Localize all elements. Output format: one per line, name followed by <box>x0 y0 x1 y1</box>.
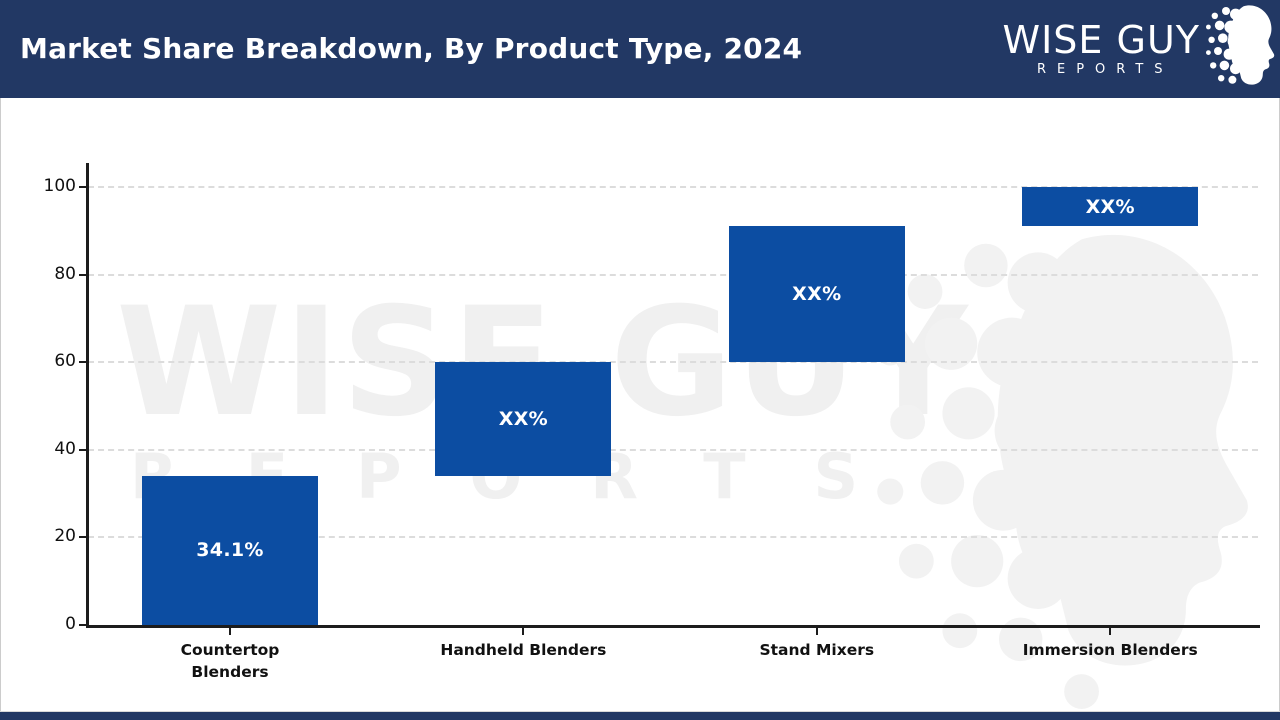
xtick-mark-3 <box>1109 627 1112 635</box>
gridline-40 <box>88 448 1258 451</box>
ytick-label-0: 0 <box>65 614 76 635</box>
bar-immersion-blenders: XX% <box>1022 187 1199 227</box>
footer-bar <box>0 712 1280 720</box>
ytick-mark-0 <box>79 624 88 626</box>
ytick-label-60: 60 <box>54 351 76 372</box>
ytick-mark-60 <box>79 361 88 364</box>
brand-name: WISE GUY <box>1002 18 1200 62</box>
category-label-2: Stand Mixers <box>759 641 875 659</box>
gridline-100 <box>88 186 1258 188</box>
bar-handheld-blenders: XX% <box>435 362 612 476</box>
xtick-mark-2 <box>815 627 818 635</box>
header-banner: Market Share Breakdown, By Product Type,… <box>0 0 1280 98</box>
x-axis-spine <box>86 625 1260 628</box>
ytick-mark-80 <box>79 273 88 276</box>
brand-subtitle: REPORTS <box>1036 62 1174 77</box>
ytick-mark-20 <box>79 536 88 539</box>
ytick-label-20: 20 <box>54 526 76 547</box>
y-axis-spine <box>86 163 89 627</box>
gridline-20 <box>88 536 1258 539</box>
gridline-60 <box>88 361 1258 364</box>
footer-divider <box>0 711 1280 712</box>
bar-value-label: XX% <box>792 283 842 306</box>
bar-stand-mixers: XX% <box>728 226 905 363</box>
ytick-label-100: 100 <box>43 176 76 197</box>
bar-value-label: XX% <box>498 407 549 430</box>
ytick-label-80: 80 <box>54 263 76 284</box>
xtick-mark-0 <box>229 627 231 635</box>
category-label-1: Handheld Blenders <box>440 641 607 659</box>
bar-countertop-blenders: 34.1% <box>142 475 318 625</box>
xtick-mark-1 <box>522 627 525 635</box>
bar-value-label: XX% <box>1085 195 1135 218</box>
category-label-3: Immersion Blenders <box>1022 641 1198 659</box>
ytick-label-40: 40 <box>54 438 76 459</box>
brand-logo-text: WISE GUY REPORTS <box>1003 21 1200 77</box>
bar-value-label: 34.1% <box>196 539 264 562</box>
ytick-mark-40 <box>79 448 88 451</box>
gridline-80 <box>88 273 1258 276</box>
ytick-mark-100 <box>79 186 88 188</box>
category-label-0: Countertop Blenders <box>180 641 280 681</box>
dotted-head-profile-icon <box>1202 3 1278 95</box>
page-title: Market Share Breakdown, By Product Type,… <box>20 31 803 65</box>
brand-logo: WISE GUY REPORTS <box>1003 3 1278 95</box>
